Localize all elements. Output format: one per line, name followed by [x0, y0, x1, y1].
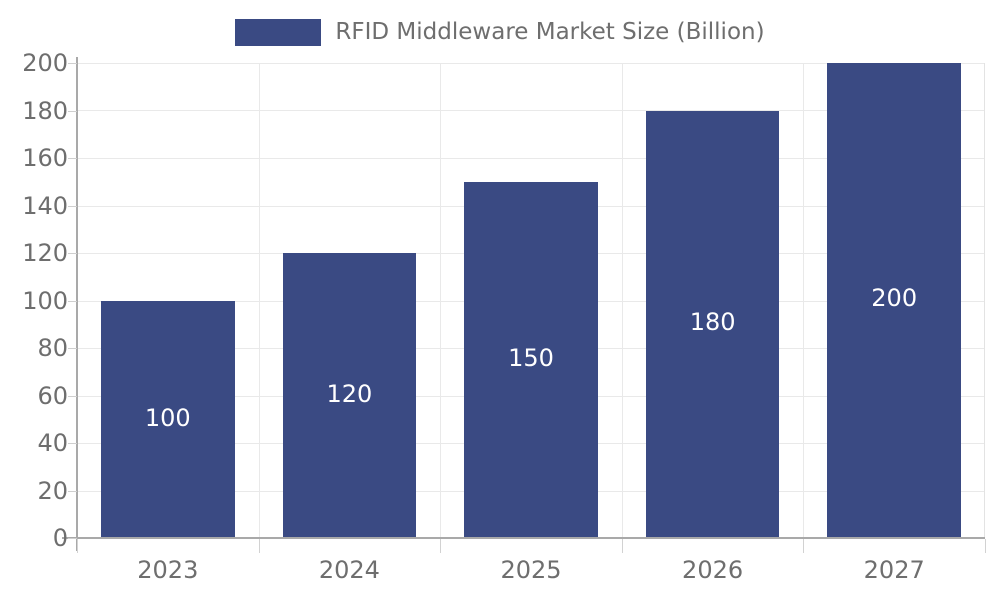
gridline-horizontal	[77, 158, 985, 159]
y-axis-tick-mark	[68, 491, 77, 492]
y-axis-tick-label: 140	[22, 191, 68, 220]
x-axis-line	[62, 537, 985, 539]
x-axis-tick-mark	[259, 539, 260, 553]
bar-value-label-2023: 100	[144, 404, 191, 433]
y-axis-tick-mark	[68, 63, 77, 64]
y-axis-tick-label: 120	[22, 239, 68, 267]
legend-swatch-icon	[235, 19, 322, 46]
y-axis-tick-label: 40	[37, 429, 68, 457]
y-axis-tick-label: 0	[52, 524, 68, 552]
y-axis-tick-mark	[68, 301, 77, 302]
bar-value-label-2026: 180	[689, 308, 736, 337]
y-axis-tick-mark	[68, 158, 77, 159]
legend-label: RFID Middleware Market Size (Billion)	[335, 19, 765, 45]
y-axis-tick-mark	[68, 443, 77, 444]
bar-value-label-2024: 120	[326, 380, 373, 409]
y-axis-tick-mark	[68, 111, 77, 112]
y-axis-tick-label: 100	[22, 286, 68, 315]
x-axis-tick-label-2025: 2025	[500, 556, 562, 584]
bar-value-label-2027: 200	[871, 284, 918, 313]
y-axis-line	[76, 57, 78, 551]
x-axis-tick-mark	[440, 539, 441, 553]
gridline-vertical	[259, 63, 260, 538]
plot-area: 100 120 150 180 200	[77, 63, 985, 539]
x-axis-tick-label-2027: 2027	[863, 556, 925, 584]
plot-right-edge	[984, 63, 985, 538]
x-axis-tick-mark	[803, 539, 804, 553]
bars	[77, 63, 985, 538]
bar-value-labels: 100 120 150 180 200	[77, 63, 985, 538]
gridline-vertical	[622, 63, 623, 538]
y-axis-tick-label: 180	[22, 96, 68, 125]
y-axis-tick-label: 200	[22, 49, 68, 77]
y-axis-tick-label: 80	[37, 334, 68, 362]
bar-2026[interactable]	[645, 110, 780, 538]
y-axis-tick-mark	[68, 348, 77, 349]
y-axis-tick-mark	[68, 206, 77, 207]
gridline-vertical	[440, 63, 441, 538]
bar-2025[interactable]	[464, 181, 598, 538]
x-axis-tick-label-2023: 2023	[137, 556, 199, 584]
bar-value-label-2025: 150	[508, 344, 554, 373]
y-axis-tick-label: 60	[37, 381, 68, 410]
bar-2023[interactable]	[101, 300, 235, 538]
x-axis-tick-mark	[77, 539, 78, 553]
chart-legend: RFID Middleware Market Size (Billion)	[0, 10, 1000, 55]
bar-2027[interactable]	[827, 63, 961, 538]
y-axis-tick-mark	[68, 396, 77, 397]
gridline-horizontal	[77, 63, 985, 64]
gridline-vertical	[803, 63, 804, 538]
y-axis-tick-label: 20	[37, 476, 68, 505]
x-axis-tick-label-2026: 2026	[682, 556, 744, 584]
bar-2024[interactable]	[282, 253, 417, 538]
x-axis-tick-mark	[622, 539, 623, 553]
y-axis-tick-mark	[68, 538, 77, 539]
y-axis-tick-mark	[68, 253, 77, 254]
gridline-horizontal	[77, 110, 985, 111]
y-axis-tick-label: 160	[22, 144, 68, 172]
legend-item-rfid-middleware-market-size[interactable]: RFID Middleware Market Size (Billion)	[235, 19, 765, 46]
y-axis-tick-labels: 0 20 40 60 80 100 120 140 160 180 200	[0, 0, 68, 600]
x-axis-tick-label-2024: 2024	[318, 556, 380, 584]
x-axis-tick-mark	[985, 539, 986, 553]
